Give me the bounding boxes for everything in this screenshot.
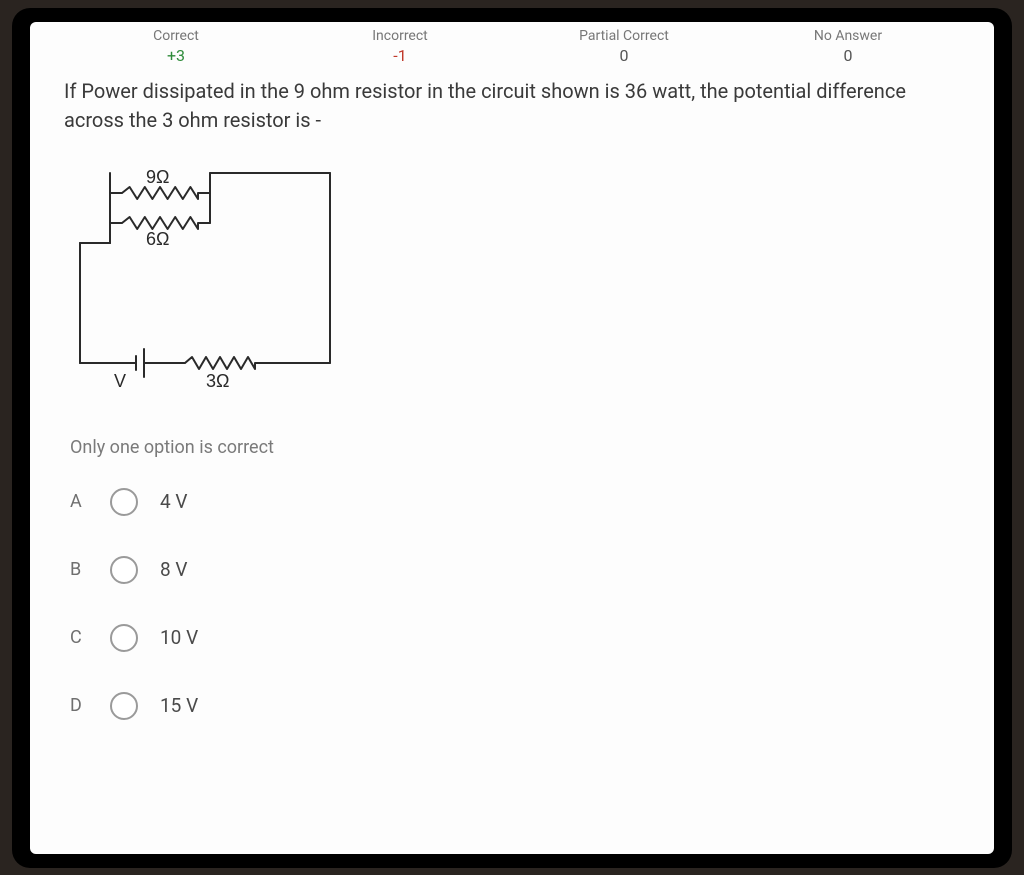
- radio-icon[interactable]: [110, 624, 138, 652]
- score-label-row: Correct Incorrect Partial Correct No Ans…: [64, 28, 960, 44]
- label-correct: Correct: [64, 28, 288, 44]
- options-list: A 4 V B 8 V C 10 V D 15 V: [70, 488, 960, 720]
- option-letter: A: [70, 491, 88, 512]
- option-c[interactable]: C 10 V: [70, 624, 960, 652]
- options-instruction: Only one option is correct: [70, 437, 960, 458]
- score-value-row: +3 -1 0 0: [64, 46, 960, 65]
- svg-text:V: V: [114, 371, 126, 391]
- question-text: If Power dissipated in the 9 ohm resisto…: [64, 77, 960, 135]
- svg-text:6Ω: 6Ω: [146, 229, 169, 249]
- label-noanswer: No Answer: [736, 28, 960, 44]
- option-letter: D: [70, 695, 88, 716]
- option-text: 15 V: [160, 694, 198, 717]
- value-partial: 0: [512, 46, 736, 65]
- circuit-diagram: 9Ω 6Ω 3Ω V: [70, 153, 960, 413]
- svg-text:9Ω: 9Ω: [146, 167, 169, 187]
- option-letter: B: [70, 559, 88, 580]
- option-letter: C: [70, 627, 88, 648]
- value-noanswer: 0: [736, 46, 960, 65]
- value-incorrect: -1: [288, 46, 512, 65]
- score-header: Correct Incorrect Partial Correct No Ans…: [64, 26, 960, 77]
- option-text: 8 V: [160, 558, 188, 581]
- option-a[interactable]: A 4 V: [70, 488, 960, 516]
- app-screen: Correct Incorrect Partial Correct No Ans…: [30, 22, 994, 854]
- label-incorrect: Incorrect: [288, 28, 512, 44]
- option-text: 4 V: [160, 490, 188, 513]
- radio-icon[interactable]: [110, 488, 138, 516]
- label-partial: Partial Correct: [512, 28, 736, 44]
- phone-frame: Correct Incorrect Partial Correct No Ans…: [12, 8, 1012, 868]
- svg-text:3Ω: 3Ω: [206, 371, 229, 391]
- option-b[interactable]: B 8 V: [70, 556, 960, 584]
- option-text: 10 V: [160, 626, 198, 649]
- option-d[interactable]: D 15 V: [70, 692, 960, 720]
- value-correct: +3: [64, 46, 288, 65]
- radio-icon[interactable]: [110, 692, 138, 720]
- circuit-svg: 9Ω 6Ω 3Ω V: [70, 153, 370, 403]
- radio-icon[interactable]: [110, 556, 138, 584]
